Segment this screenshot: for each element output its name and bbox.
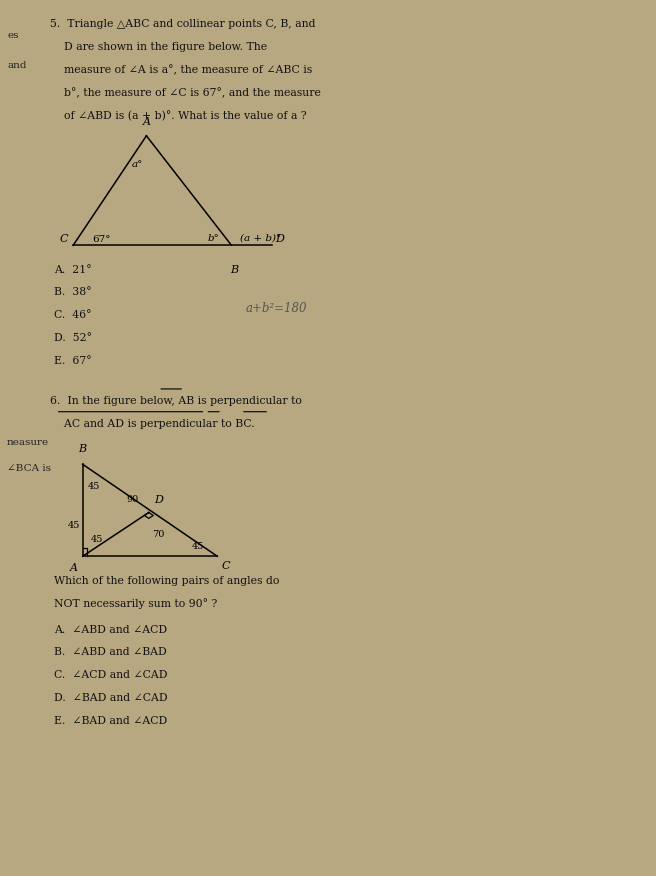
Text: AC and AD is perpendicular to BC.: AC and AD is perpendicular to BC. <box>50 419 255 428</box>
Text: B: B <box>79 444 87 454</box>
Text: of ∠ABD is (a + b)°. What is the value of a ?: of ∠ABD is (a + b)°. What is the value o… <box>50 110 306 121</box>
Text: neasure: neasure <box>7 438 49 447</box>
Text: 90: 90 <box>126 495 138 504</box>
Text: NOT necessarily sum to 90° ?: NOT necessarily sum to 90° ? <box>54 598 218 609</box>
Text: measure of ∠A is a°, the measure of ∠ABC is: measure of ∠A is a°, the measure of ∠ABC… <box>50 65 312 75</box>
Text: a°: a° <box>131 160 142 169</box>
Text: E.  67°: E. 67° <box>54 356 92 365</box>
Text: E.  ∠BAD and ∠ACD: E. ∠BAD and ∠ACD <box>54 716 167 725</box>
Text: and: and <box>7 61 27 70</box>
Text: C: C <box>222 561 230 570</box>
Text: b°, the measure of ∠C is 67°, and the measure: b°, the measure of ∠C is 67°, and the me… <box>50 88 321 98</box>
Text: 45: 45 <box>91 535 104 544</box>
Text: 67°: 67° <box>92 235 111 244</box>
Text: a+b²=180: a+b²=180 <box>245 302 307 315</box>
Text: B.  38°: B. 38° <box>54 287 92 297</box>
Text: (a + b)°: (a + b)° <box>240 234 281 243</box>
Text: A: A <box>70 563 78 573</box>
Text: A.  ∠ABD and ∠ACD: A. ∠ABD and ∠ACD <box>54 625 167 634</box>
Text: D.  52°: D. 52° <box>54 333 92 343</box>
Text: A.  21°: A. 21° <box>54 265 92 274</box>
Text: es: es <box>7 31 18 39</box>
Text: Which of the following pairs of angles do: Which of the following pairs of angles d… <box>54 576 279 585</box>
Text: D: D <box>154 496 163 505</box>
Text: 6.  In the figure below, AB is perpendicular to: 6. In the figure below, AB is perpendicu… <box>50 396 302 406</box>
Text: 70: 70 <box>153 530 165 539</box>
Text: b°: b° <box>208 234 220 243</box>
Text: 45: 45 <box>192 542 203 551</box>
Text: ∠BCA is: ∠BCA is <box>7 464 51 473</box>
Text: A: A <box>142 117 150 127</box>
Text: 5.  Triangle △ABC and collinear points C, B, and: 5. Triangle △ABC and collinear points C,… <box>50 19 315 29</box>
Text: D.  ∠BAD and ∠CAD: D. ∠BAD and ∠CAD <box>54 693 168 703</box>
Text: B: B <box>230 265 238 274</box>
Text: C.  ∠ACD and ∠CAD: C. ∠ACD and ∠CAD <box>54 670 168 680</box>
Text: D are shown in the figure below. The: D are shown in the figure below. The <box>50 42 267 52</box>
Text: D: D <box>276 234 284 244</box>
Text: 45: 45 <box>68 521 80 530</box>
Text: C.  46°: C. 46° <box>54 310 92 320</box>
Text: C: C <box>60 234 68 244</box>
Text: B.  ∠ABD and ∠BAD: B. ∠ABD and ∠BAD <box>54 647 167 657</box>
Text: 45: 45 <box>87 482 100 491</box>
